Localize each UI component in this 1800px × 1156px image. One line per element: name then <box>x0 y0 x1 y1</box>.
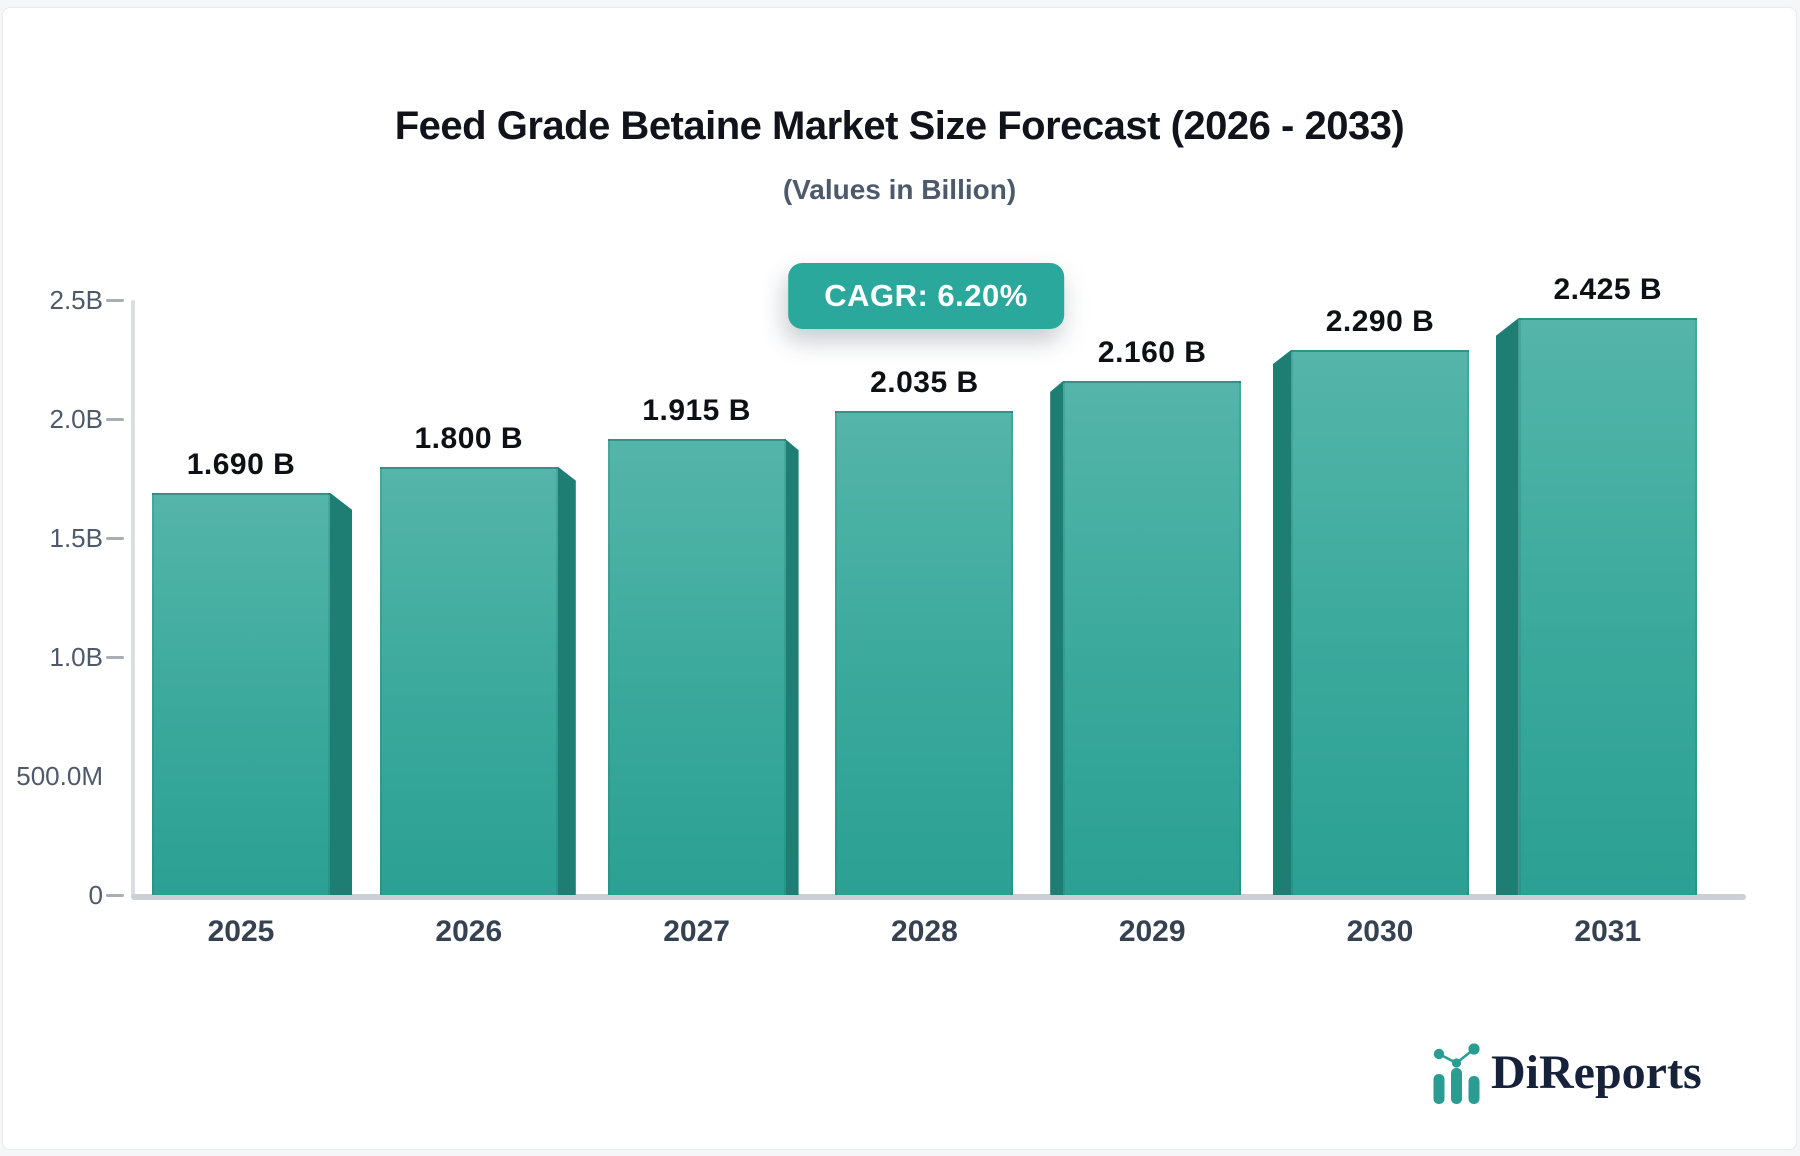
bar-side-2026 <box>557 466 576 895</box>
y-axis-label-2.0B: 2.0B <box>49 404 104 434</box>
x-axis-label-2031: 2031 <box>1574 915 1642 948</box>
x-axis-label-2026: 2026 <box>435 915 503 948</box>
bar-2027 <box>607 439 786 895</box>
bar-2030 <box>1291 349 1469 895</box>
x-axis-label-2028: 2028 <box>891 915 958 948</box>
y-axis-label-1.0B: 1.0B <box>49 642 104 672</box>
bar-value-label-2025: 1.690 B <box>186 447 296 481</box>
y-axis-tick-0 <box>106 894 124 897</box>
bar-side-2029 <box>1050 380 1064 895</box>
y-axis-tick-1.5B <box>106 537 124 540</box>
logo-chart-icon <box>1433 1043 1480 1104</box>
cagr-badge: CAGR: 6.20% <box>788 263 1064 329</box>
x-axis-line <box>131 894 1746 900</box>
bar-value-label-2028: 2.035 B <box>870 365 979 399</box>
y-axis-tick-2.5B <box>106 299 124 302</box>
bar-side-2031 <box>1495 317 1519 895</box>
x-axis-label-2029: 2029 <box>1118 915 1186 948</box>
bar-2025 <box>152 492 330 895</box>
x-axis-label-2030: 2030 <box>1346 915 1414 948</box>
bar-side-2027 <box>785 439 799 895</box>
bar-2029 <box>1063 380 1242 895</box>
brand-logo: DiReports <box>1431 1040 1702 1106</box>
bar-side-2025 <box>330 492 352 895</box>
chart-subtitle: (Values in Billion) <box>782 174 1017 205</box>
y-axis-tick-2.0B <box>106 418 124 421</box>
chart-card: Feed Grade Betaine Market Size Forecast … <box>2 7 1797 1150</box>
y-axis-label-1.5B: 1.5B <box>49 523 104 553</box>
bar-value-label-2026: 1.800 B <box>414 421 524 455</box>
x-axis-label-2025: 2025 <box>207 915 275 948</box>
logo-text: DiReports <box>1491 1046 1702 1099</box>
bar-value-label-2030: 2.290 B <box>1325 304 1435 338</box>
y-axis-line <box>131 300 135 898</box>
y-axis-label-0: 0 <box>88 880 103 910</box>
bar-2028 <box>835 410 1014 895</box>
y-axis-tick-1.0B <box>106 656 124 659</box>
x-axis-label-2027: 2027 <box>663 915 730 948</box>
bar-2026 <box>379 466 558 895</box>
y-axis-label-2.5B: 2.5B <box>49 285 104 315</box>
bar-2031 <box>1518 317 1697 895</box>
bar-value-label-2029: 2.160 B <box>1097 335 1207 369</box>
chart-title: Feed Grade Betaine Market Size Forecast … <box>394 104 1405 148</box>
bar-value-label-2027: 1.915 B <box>642 394 751 428</box>
bar-side-2030 <box>1273 349 1291 895</box>
bar-value-label-2031: 2.425 B <box>1553 272 1663 306</box>
y-axis-label-500.0M: 500.0M <box>16 761 103 791</box>
